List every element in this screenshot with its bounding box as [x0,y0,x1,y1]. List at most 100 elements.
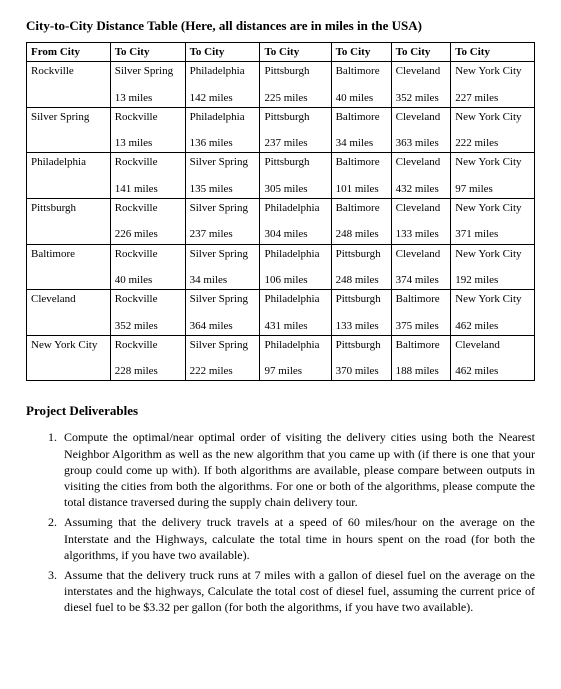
to-city-name: Philadelphia [190,64,256,78]
distance-value: 97 miles [264,364,326,378]
to-city-cell: Rockville40 miles [110,244,185,290]
to-city-name: New York City [455,247,530,261]
to-city-cell: Cleveland363 miles [391,107,451,153]
to-city-name: Cleveland [396,64,447,78]
to-city-name: Baltimore [336,64,387,78]
to-city-cell: Philadelphia97 miles [260,335,331,381]
to-city-cell: Baltimore375 miles [391,290,451,336]
to-city-name: Cleveland [455,338,530,352]
distance-value: 462 miles [455,319,530,333]
header-to-city: To City [185,43,260,62]
to-city-name: Pittsburgh [264,110,326,124]
distance-value: 136 miles [190,136,256,150]
distance-value: 305 miles [264,182,326,196]
distance-value: 40 miles [336,91,387,105]
to-city-name: Silver Spring [190,338,256,352]
to-city-name: New York City [455,201,530,215]
to-city-name: Philadelphia [190,110,256,124]
to-city-cell: Pittsburgh237 miles [260,107,331,153]
to-city-cell: Philadelphia 142 miles [185,62,260,108]
distance-value: 133 miles [396,227,447,241]
to-city-name: New York City [455,292,530,306]
to-city-name: Rockville [115,338,181,352]
from-city-cell: Cleveland [27,290,111,336]
to-city-cell: Philadelphia 431 miles [260,290,331,336]
to-city-name: Pittsburgh [336,247,387,261]
to-city-cell: Baltimore 40 miles [331,62,391,108]
distance-value: 142 miles [190,91,256,105]
table-row: Silver SpringRockville13 milesPhiladelph… [27,107,535,153]
distance-value: 432 miles [396,182,447,196]
page-title: City-to-City Distance Table (Here, all d… [26,18,535,34]
table-row: Philadelphia Rockville 141 miles Silver Spr… [27,153,535,199]
to-city-cell: Silver Spring34 miles [185,244,260,290]
to-city-cell: Cleveland 133 miles [391,199,451,245]
distance-value: 371 miles [455,227,530,241]
deliverable-item: Compute the optimal/near optimal order o… [60,429,535,510]
to-city-cell: Cleveland374 miles [391,244,451,290]
distance-value: 101 miles [336,182,387,196]
to-city-name: Rockville [115,110,181,124]
to-city-name: Cleveland [396,201,447,215]
from-city-cell: Baltimore [27,244,111,290]
to-city-name: New York City [455,64,530,78]
to-city-name: Rockville [115,292,181,306]
to-city-name: Philadelphia [264,292,326,306]
to-city-cell: Rockville 226 miles [110,199,185,245]
distance-value: 304 miles [264,227,326,241]
distance-value: 226 miles [115,227,181,241]
table-row: PittsburghRockville226 milesSilver Sprin… [27,199,535,245]
from-city-cell: New York City [27,335,111,381]
to-city-cell: Silver Spring13 miles [110,62,185,108]
distance-value: 225 miles [264,91,326,105]
to-city-cell: Cleveland352 miles [391,62,451,108]
to-city-name: Pittsburgh [336,292,387,306]
to-city-name: Philadelphia [264,247,326,261]
to-city-name: Pittsburgh [264,64,326,78]
to-city-name: Cleveland [396,155,447,169]
distance-value: 141 miles [115,182,181,196]
to-city-cell: New York City97 miles [451,153,535,199]
header-to-city: To City [260,43,331,62]
distance-value: 248 miles [336,227,387,241]
distance-value: 248 miles [336,273,387,287]
distance-value: 222 miles [455,136,530,150]
distance-value: 106 miles [264,273,326,287]
to-city-name: New York City [455,155,530,169]
to-city-name: Baltimore [396,338,447,352]
distance-value: 431 miles [264,319,326,333]
to-city-cell: Cleveland 462 miles [451,335,535,381]
to-city-cell: New York City 462 miles [451,290,535,336]
distance-value: 374 miles [396,273,447,287]
to-city-cell: Cleveland 432 miles [391,153,451,199]
distance-value: 462 miles [455,364,530,378]
header-to-city: To City [451,43,535,62]
from-city-cell: Silver Spring [27,107,111,153]
to-city-cell: Philadelphia 106 miles [260,244,331,290]
distance-value: 192 miles [455,273,530,287]
to-city-cell: Pittsburgh305 miles [260,153,331,199]
distance-value: 135 miles [190,182,256,196]
to-city-cell: Pittsburgh 225 miles [260,62,331,108]
distance-value: 375 miles [396,319,447,333]
distance-value: 370 miles [336,364,387,378]
to-city-name: Rockville [115,201,181,215]
distance-value: 13 miles [115,91,181,105]
distance-value: 364 miles [190,319,256,333]
from-city-cell: Philadelphia [27,153,111,199]
from-city-cell: Rockville [27,62,111,108]
from-city-cell: Pittsburgh [27,199,111,245]
to-city-cell: Philadelphia 136 miles [185,107,260,153]
distance-table: From City To City To City To City To Cit… [26,42,535,381]
to-city-cell: New York City227 miles [451,62,535,108]
to-city-cell: Silver Spring135 miles [185,153,260,199]
table-row: RockvilleSilver Spring13 milesPhiladelph… [27,62,535,108]
to-city-cell: Baltimore101 miles [331,153,391,199]
to-city-cell: Baltimore248 miles [331,199,391,245]
to-city-cell: Rockville13 miles [110,107,185,153]
to-city-cell: New York City 192 miles [451,244,535,290]
header-to-city: To City [391,43,451,62]
to-city-name: Rockville [115,155,181,169]
to-city-cell: Silver Spring364 miles [185,290,260,336]
to-city-cell: New York City 371 miles [451,199,535,245]
